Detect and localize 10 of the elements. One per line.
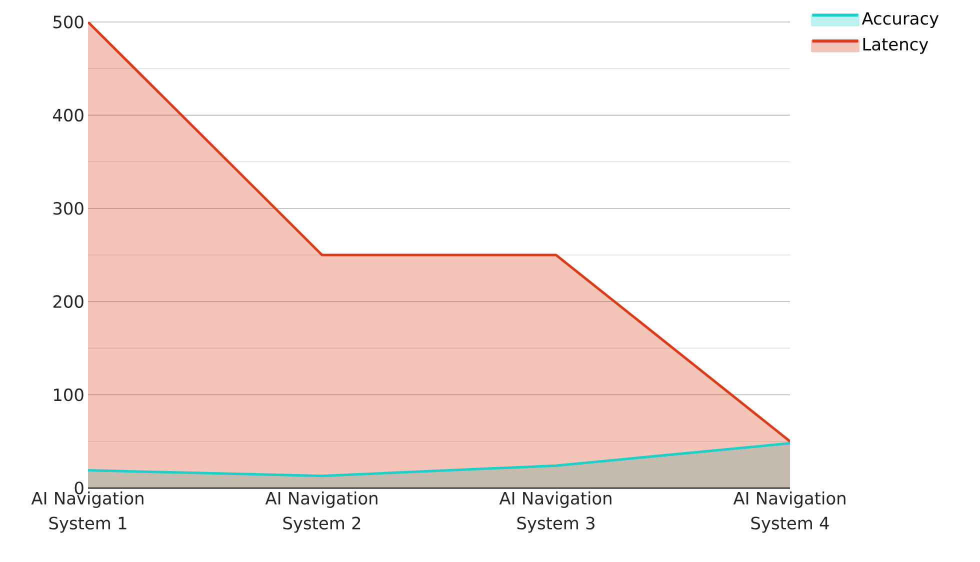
x-tick-label: AI Navigation System 3 (499, 491, 612, 533)
y-tick-label: 200 (53, 295, 84, 308)
legend-label: Accuracy (862, 12, 939, 28)
y-tick-label: 300 (53, 202, 84, 215)
x-tick-label: AI Navigation System 4 (733, 491, 846, 533)
legend-label: Latency (863, 38, 928, 54)
y-tick-label: 500 (53, 16, 84, 28)
x-tick-label: AI Navigation System 2 (265, 491, 378, 533)
y-tick-label: 100 (54, 388, 84, 402)
y-tick-label: 400 (52, 108, 84, 122)
